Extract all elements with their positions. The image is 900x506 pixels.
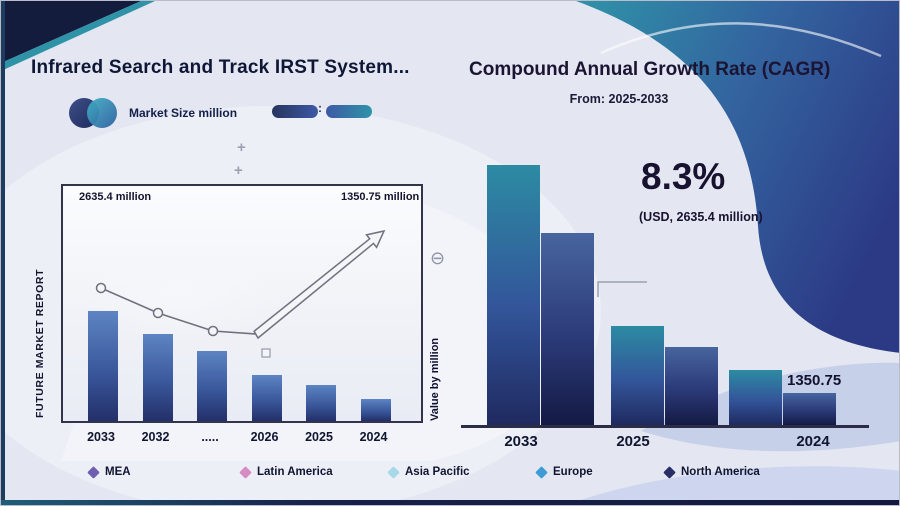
right-chart-plot [463,149,869,425]
left-x-label: 2024 [359,430,388,444]
legend-label: MEA [105,466,131,478]
legend-item-mea: MEA [87,465,131,479]
left-bar-2026 [251,375,282,421]
left-bar-2033 [88,311,118,421]
legend-label: Asia Pacific [405,466,470,478]
left-bar-2025 [306,385,336,421]
left-x-label: 2033 [87,430,115,444]
legend-label: North America [681,466,760,478]
bottom-legend: MEA Latin America Asia Pacific Europe North … [1,465,899,486]
future-market-report-label: FUTURE MARKET REPORT [34,268,46,418]
legend-item-latin-america: Latin America [239,465,333,479]
legend-item-asia-pacific: Asia Pacific [387,465,470,479]
left-x-labels: 2033 2032..... 2026 2025 2024 [1,430,461,446]
right-x-labels: 2033 2025 2024 [1,433,899,453]
left-chart-min-value: 1350.75 million [341,191,420,203]
right-chart-title: Compound Annual Growth Rate (CAGR) [469,59,831,80]
circle-minus-icon: ⊖ [430,248,446,268]
legend-diamond-icon [87,465,100,479]
legend-label: Latin America [257,466,333,478]
market-size-legend-label: Market Size million [129,106,238,120]
right-bar-2024-series-1 [729,370,782,425]
left-bar-2024 [360,399,391,421]
legend-diamond-icon [535,465,548,479]
corner-accent [1,1,155,71]
legend-disc-front-icon [87,98,117,128]
left-x-label: 2032 [141,430,170,444]
left-x-label: ..... [201,430,219,444]
plus-mark-icon: + [237,139,246,156]
end-value-label: 1350.75 [787,372,842,389]
left-chart-plot [61,184,423,423]
right-chart-axis [461,425,869,428]
left-edge-strip [1,1,5,505]
value-by-million-label: Value by million [429,337,441,421]
legend-pill-navy [272,105,318,118]
right-bar-2025-series-2 [665,347,718,425]
right-x-label: 2025 [616,433,650,450]
right-x-label: 2024 [796,433,830,450]
swoosh-shape [576,1,899,353]
plus-mark-icon: + [234,162,243,179]
left-chart-title: Infrared Search and Track IRST System... [31,57,410,78]
legend-diamond-icon [387,465,400,479]
legend-pill-separator: : [318,101,322,115]
left-chart-max-value: 2635.4 million [79,191,152,203]
right-bar-2025-series-1 [611,326,664,425]
legend-diamond-icon [239,465,252,479]
right-bar-2033-series-1 [487,165,540,425]
left-x-label: 2025 [305,430,333,444]
right-bar-2033-series-2 [541,233,594,425]
cagr-detail: (USD, 2635.4 million) [639,210,763,224]
light-band-bottom [566,466,899,505]
left-bar-2032 [142,334,173,421]
right-bar-2024-series-2 [783,393,836,425]
right-x-label: 2033 [504,433,538,450]
right-chart-subtitle: From: 2025-2033 [569,92,669,106]
legend-pill-teal [326,105,372,118]
bottom-edge-strip [1,500,899,505]
left-x-label: 2026 [250,430,279,444]
legend-item-europe: Europe [535,465,593,479]
swoosh-highlight [600,22,882,58]
legend-label: Europe [553,466,593,478]
legend-item-north-america: North America [663,465,760,479]
left-bar-..... [197,351,227,421]
cagr-value: 8.3% [641,156,726,197]
legend-diamond-icon [663,465,676,479]
